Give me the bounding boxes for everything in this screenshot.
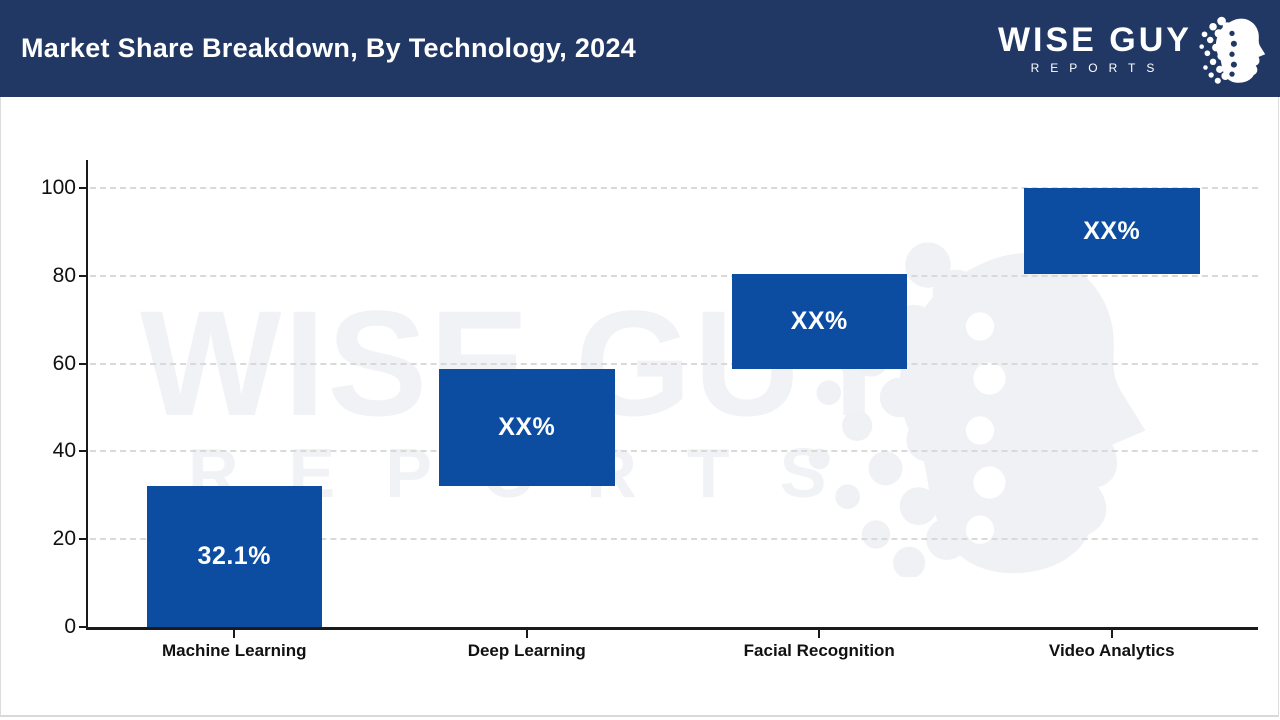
x-tick-2 (818, 630, 821, 638)
y-tick-label-80: 80 (52, 263, 76, 287)
bar-value-label: XX% (1083, 216, 1141, 245)
gridline-60 (90, 362, 1258, 365)
y-tick-label-20: 20 (52, 527, 76, 551)
y-tick-20 (79, 538, 88, 541)
gridline-100 (90, 187, 1258, 189)
gridline-80 (90, 274, 1258, 277)
y-tick-40 (79, 450, 88, 453)
x-category-label: Video Analytics (1048, 641, 1175, 660)
bar-machine-learning: 32.1% (146, 486, 322, 627)
page-title: Market Share Breakdown, By Technology, 2… (21, 33, 637, 63)
logo-wordmark: WISE GUY (997, 21, 1192, 60)
y-tick-100 (79, 187, 88, 189)
y-tick-label-40: 40 (52, 439, 76, 463)
y-tick-80 (79, 274, 88, 277)
y-tick-label-0: 0 (64, 615, 76, 638)
gridline-40 (90, 450, 1258, 453)
gridline-20 (90, 538, 1258, 541)
x-tick-0 (233, 630, 236, 638)
y-axis (86, 160, 88, 630)
bar-video-analytics: XX% (1024, 188, 1200, 275)
bar-value-label: XX% (498, 412, 556, 441)
bar-value-label: 32.1% (197, 542, 271, 571)
logo-subtitle: REPORTS (1030, 60, 1166, 75)
x-axis (86, 627, 1258, 630)
bar-facial-recognition: XX% (731, 274, 907, 369)
logo: WISE GUY REPORTS (998, 6, 1268, 92)
y-tick-60 (79, 362, 88, 365)
bar-deep-learning: XX% (439, 368, 615, 487)
x-category-label: Machine Learning (161, 641, 307, 660)
x-category-label: Deep Learning (467, 641, 586, 660)
bar-value-label: XX% (790, 307, 848, 336)
y-tick-label-100: 100 (40, 176, 76, 199)
y-tick-label-60: 60 (52, 351, 76, 375)
y-tick-0 (79, 626, 88, 628)
logo-head-icon (1199, 16, 1266, 84)
x-tick-1 (525, 630, 528, 638)
header: Market Share Breakdown, By Technology, 2… (0, 0, 1280, 97)
logo-text: WISE GUY REPORTS (997, 21, 1192, 75)
x-tick-3 (1110, 630, 1113, 638)
x-category-label: Facial Recognition (743, 641, 895, 660)
